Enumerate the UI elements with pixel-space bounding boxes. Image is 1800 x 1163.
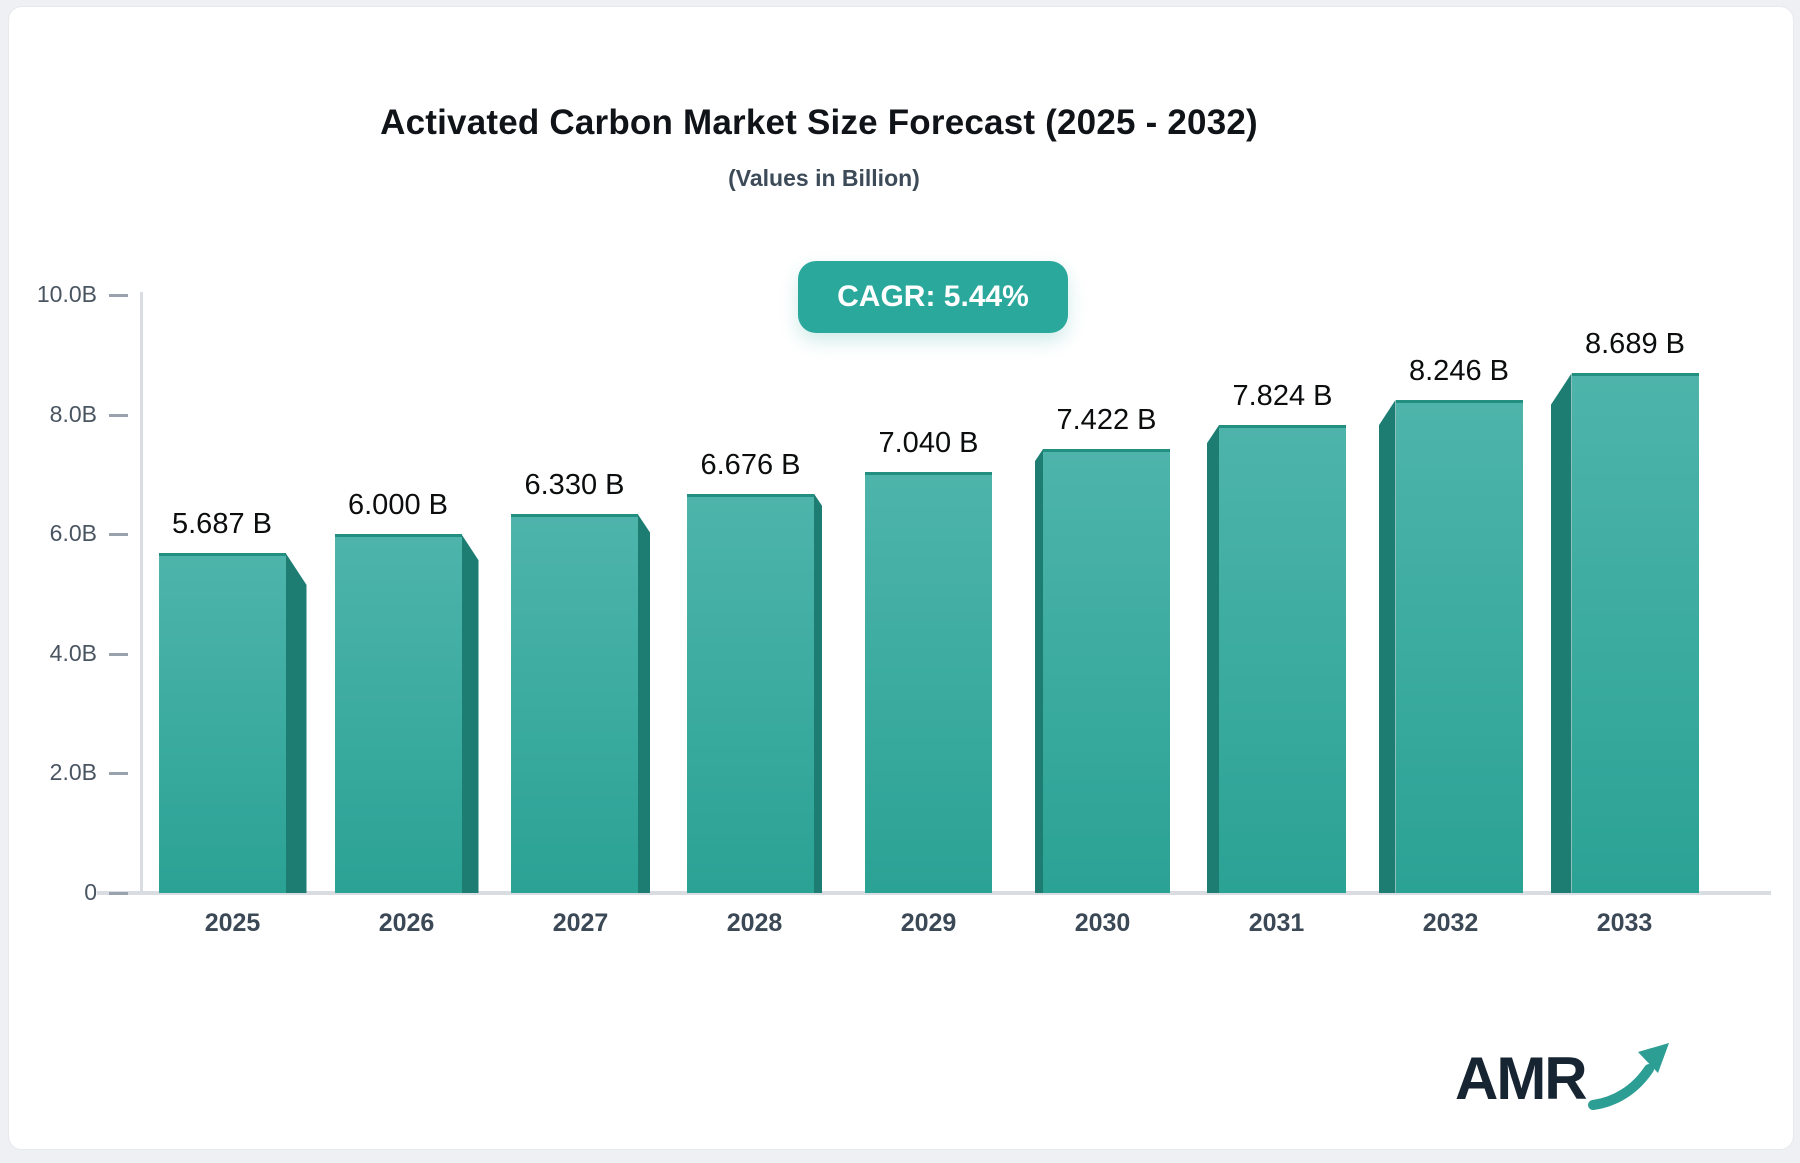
y-axis-tick-mark <box>109 294 128 297</box>
bar-2032 <box>1378 399 1523 893</box>
bar-side <box>1207 425 1219 893</box>
bar-face <box>511 514 638 893</box>
bar-side <box>1550 373 1572 893</box>
x-axis-label: 2032 <box>1422 909 1479 937</box>
bar-face <box>687 493 814 893</box>
amr-logo: AMR <box>1455 1035 1681 1121</box>
y-axis-tick-mark <box>109 772 128 776</box>
bar-2025 <box>158 552 307 893</box>
bar-2027 <box>511 514 650 893</box>
bar-value-label: 6.676 B <box>700 448 801 481</box>
bar-face <box>1571 373 1699 893</box>
y-axis-tick-label: 8.0B <box>49 400 97 427</box>
bar-value-label: 7.422 B <box>1056 404 1157 437</box>
bar-value-label: 8.246 B <box>1409 354 1509 387</box>
bar-side <box>814 493 822 893</box>
x-axis-label: 2027 <box>552 909 609 937</box>
x-axis-label: 2029 <box>900 909 957 937</box>
cagr-badge: CAGR: 5.44% <box>798 261 1068 333</box>
x-axis-label: 2033 <box>1596 909 1653 937</box>
y-axis-tick-label: 6.0B <box>49 520 97 547</box>
amr-logo-arrow-head <box>1638 1043 1669 1073</box>
bar-2029 <box>865 472 992 893</box>
y-axis-tick-mark <box>109 413 128 417</box>
y-axis-tick-label: 0 <box>84 879 97 905</box>
bar-face <box>1219 425 1346 893</box>
bar-side <box>461 534 479 893</box>
x-axis-label: 2025 <box>204 909 261 937</box>
amr-logo-text: AMR <box>1455 1045 1587 1112</box>
bar-value-label: 7.824 B <box>1232 380 1333 413</box>
y-axis-line <box>140 292 143 893</box>
amr-logo-arrow-tail <box>1588 1064 1654 1110</box>
y-axis-tick-mark <box>109 652 128 656</box>
x-axis-label: 2028 <box>726 909 783 937</box>
bar-face <box>334 534 462 893</box>
bar-value-label: 7.040 B <box>878 427 979 459</box>
y-axis-tick-mark <box>109 892 128 895</box>
bar-side <box>1035 449 1043 893</box>
plot-area: 10.0B 8.0B 6.0B 4.0B 2.0B 0 5.687 B 6.000 B 6.3… <box>9 7 1800 1163</box>
y-axis-tick-mark <box>109 533 128 537</box>
bar-2030 <box>1035 449 1170 893</box>
bar-face <box>1395 399 1523 893</box>
x-axis-label: 2026 <box>378 909 435 937</box>
y-axis-tick-label: 10.0B <box>36 281 97 307</box>
y-axis-tick-label: 2.0B <box>49 759 97 786</box>
bar-value-label: 6.000 B <box>348 489 448 522</box>
bar-value-label: 6.330 B <box>524 469 625 502</box>
bar-value-label: 5.687 B <box>172 507 272 540</box>
amr-logo-graphic: AMR <box>1455 1043 1669 1112</box>
chart-title: Activated Carbon Market Size Forecast (2… <box>380 103 1258 142</box>
y-axis-tick-label: 4.0B <box>49 639 97 666</box>
bar-2026 <box>334 534 479 893</box>
bar-value-label: 8.689 B <box>1585 328 1685 361</box>
bar-face <box>1043 449 1170 893</box>
bar-side <box>638 514 650 893</box>
bar-2031 <box>1207 425 1346 893</box>
bar-2033 <box>1550 373 1699 893</box>
chart-card: Activated Carbon Market Size Forecast (2… <box>8 6 1794 1150</box>
bar-side <box>285 552 307 893</box>
bar-side <box>1378 399 1396 893</box>
chart-subtitle: (Values in Billion) <box>728 165 920 191</box>
x-axis-label: 2031 <box>1248 909 1305 937</box>
x-axis-label: 2030 <box>1074 909 1131 937</box>
x-axis-baseline <box>97 891 1771 895</box>
bar-2028 <box>687 493 822 893</box>
bar-face <box>865 472 992 893</box>
bar-face <box>158 552 286 893</box>
